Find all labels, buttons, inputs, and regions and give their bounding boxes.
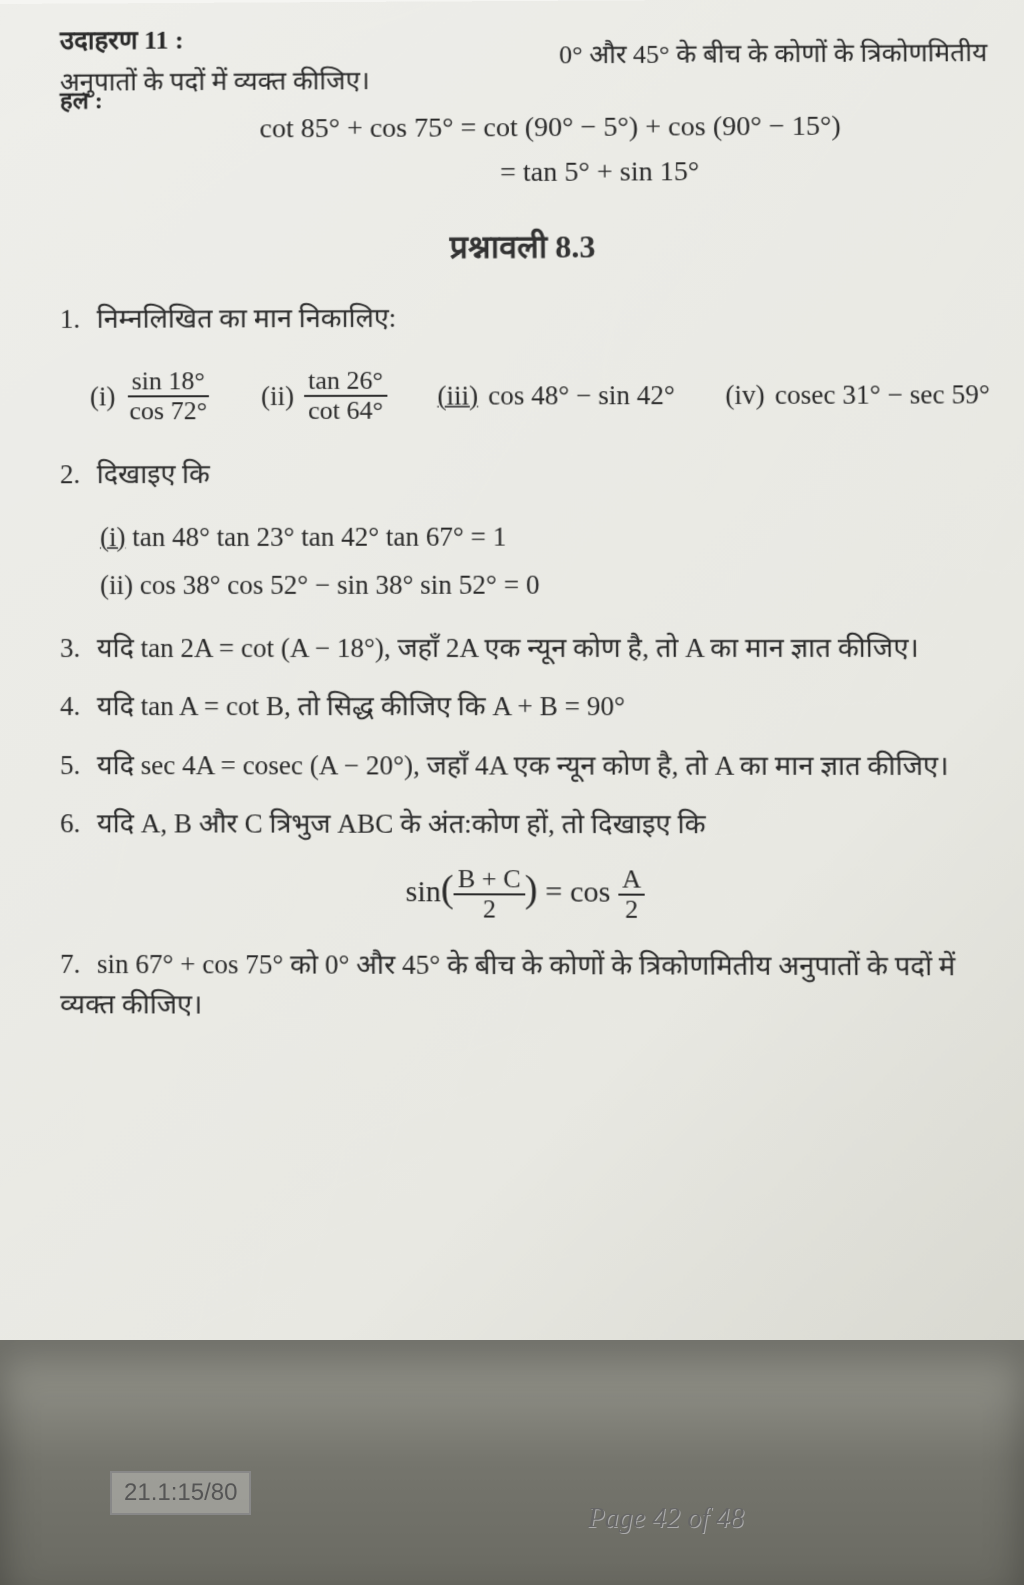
- q6-rhs-frac: A 2: [618, 865, 645, 925]
- q1-iii-expr: cos 48° − sin 42°: [488, 380, 675, 411]
- question-4: 4. यदि tan A = cot B, तो सिद्ध कीजिए कि …: [60, 686, 993, 727]
- q1-ii-fraction: tan 26° cot 64°: [304, 367, 387, 426]
- q4-number: 4.: [60, 686, 90, 727]
- q1-option-iii: (iii) cos 48° − sin 42°: [437, 380, 675, 412]
- q1-option-ii: (ii) tan 26° cot 64°: [261, 367, 387, 426]
- opt-label-iv: (iv): [725, 380, 765, 411]
- q1-i-fraction: sin 18° cos 72°: [125, 367, 211, 426]
- q1-ii-num: tan 26°: [304, 367, 387, 398]
- q6-lhs-top: B + C: [454, 865, 525, 896]
- footer-stamp-box: 21.1:15/80: [110, 1471, 251, 1515]
- q2-ii-label: (ii): [100, 570, 133, 600]
- opt-label-iii: (iii): [437, 381, 478, 412]
- q5-number: 5.: [60, 745, 90, 786]
- q5-text: यदि sec 4A = cosec (A − 20°), जहाँ 4A एक…: [97, 750, 949, 781]
- equation-line-1: cot 85° + cos 75° = cot (90° − 5°) + cos…: [259, 104, 988, 152]
- page-body: उदाहरण 11 : अनुपातों के पदों में व्यक्त …: [0, 0, 1024, 1350]
- q1-option-iv: (iv) cosec 31° − sec 59°: [725, 379, 990, 411]
- q1-ii-den: cot 64°: [304, 397, 387, 426]
- q7-text: sin 67° + cos 75° को 0° और 45° के बीच के…: [60, 949, 955, 1020]
- footer-page-indicator: Page 42 of 48: [588, 1503, 744, 1535]
- equation-line-2: = tan 5° + sin 15°: [500, 149, 988, 196]
- q1-i-num: sin 18°: [128, 367, 209, 398]
- q2-i: (i) tan 48° tan 23° tan 42° tan 67° = 1: [100, 511, 991, 561]
- q6-rhs-top: A: [618, 865, 645, 896]
- worked-equation: cot 85° + cos 75° = cot (90° − 5°) + cos…: [259, 104, 988, 197]
- q1-option-i: (i) sin 18° cos 72°: [90, 367, 211, 426]
- q3-number: 3.: [60, 628, 90, 669]
- q2-i-expr: tan 48° tan 23° tan 42° tan 67° = 1: [132, 521, 506, 551]
- q2-i-label: (i): [100, 522, 126, 552]
- q2-ii-expr: cos 38° cos 52° − sin 38° sin 52° = 0: [140, 570, 540, 600]
- q4-text: यदि tan A = cot B, तो सिद्ध कीजिए कि A +…: [97, 691, 625, 721]
- q6-equation: sin( B + C 2 ) = cos A 2: [60, 864, 994, 926]
- opt-label-ii: (ii): [261, 381, 294, 412]
- question-3: 3. यदि tan 2A = cot (A − 18°), जहाँ 2A ए…: [60, 627, 992, 668]
- q2-stem: दिखाइए कि: [97, 459, 210, 489]
- exercise-title: प्रश्नावली 8.3: [60, 223, 989, 269]
- question-5: 5. यदि sec 4A = cosec (A − 20°), जहाँ 4A…: [60, 745, 993, 787]
- q7-number: 7.: [60, 944, 90, 985]
- q6-lhs-bot: 2: [479, 896, 500, 925]
- question-2: 2. दिखाइए कि: [60, 453, 991, 495]
- footer-shadow-region: 21.1:15/80 Page 42 of 48: [0, 1340, 1024, 1585]
- q1-options: (i) sin 18° cos 72° (ii) tan 26° cot 64°…: [90, 365, 990, 426]
- question-1: 1. निम्नलिखित का मान निकालिए:: [60, 296, 990, 339]
- opt-label-i: (i): [90, 381, 115, 412]
- q6-stem: यदि A, B और C त्रिभुज ABC के अंत:कोण हों…: [97, 809, 706, 840]
- q6-number: 6.: [60, 803, 90, 844]
- q2-number: 2.: [60, 454, 90, 494]
- q6-rhs-bot: 2: [621, 896, 642, 925]
- example-label: उदाहरण 11 :: [60, 26, 184, 55]
- q1-i-den: cos 72°: [125, 398, 211, 427]
- q2-ii: (ii) cos 38° cos 52° − sin 38° sin 52° =…: [100, 560, 992, 609]
- q1-stem: निम्नलिखित का मान निकालिए:: [97, 303, 397, 334]
- q3-text: यदि tan 2A = cot (A − 18°), जहाँ 2A एक न…: [97, 632, 919, 662]
- q6-lhs-frac: B + C 2: [454, 865, 525, 925]
- question-6: 6. यदि A, B और C त्रिभुज ABC के अंत:कोण …: [60, 803, 994, 845]
- question-7: 7. sin 67° + cos 75° को 0° और 45° के बीच…: [60, 944, 995, 1028]
- q1-iv-expr: cosec 31° − sec 59°: [775, 379, 990, 411]
- q2-subitems: (i) tan 48° tan 23° tan 42° tan 67° = 1 …: [100, 511, 992, 609]
- q1-number: 1.: [60, 299, 90, 339]
